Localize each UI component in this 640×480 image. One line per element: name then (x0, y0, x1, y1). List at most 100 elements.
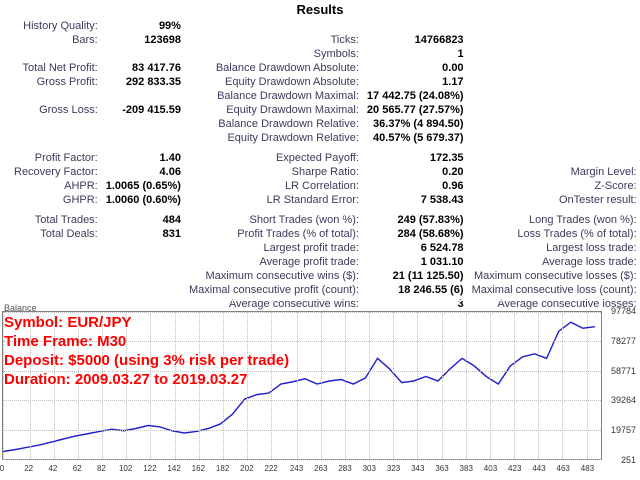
chart-x-tick-label: 162 (192, 464, 205, 473)
metric-value: 17 442.75 (24.08%) (363, 89, 468, 103)
table-row: Symbols: 1 (10, 47, 640, 61)
metric-label: Total Deals: (10, 227, 102, 241)
chart-gridline-vertical (587, 312, 588, 459)
metric-value: 14766823 (363, 33, 468, 47)
metric-value: 0.00 (363, 61, 468, 75)
metric-label (10, 255, 102, 269)
metric-label (468, 103, 640, 117)
chart-x-tick-label: 222 (264, 464, 277, 473)
metric-label: Gross Profit: (10, 75, 102, 89)
metric-label: Maximal consecutive loss (count): (468, 283, 640, 297)
table-row: AHPR: 1.0065 (0.65%) LR Correlation: 0.96 Z-… (10, 179, 640, 193)
metric-value: 1 031.10 (363, 255, 468, 269)
chart-y-tick-label: 97784 (611, 306, 636, 316)
metric-label (468, 75, 640, 89)
table-row: Average profit trade: 1 031.10 Average los… (10, 255, 640, 269)
chart-gridline-vertical (321, 312, 322, 459)
metric-label (10, 47, 102, 61)
table-row: Largest profit trade: 6 524.78 Largest los… (10, 241, 640, 255)
chart-x-axis: 0 22 42 62 82 102 122 142 162 182 202 222 243 263 283 3… (2, 464, 602, 478)
chart-x-tick-label: 383 (460, 464, 473, 473)
table-row: Bars: 123698 Ticks: 14766823 (10, 33, 640, 47)
table-row: Total Deals: 831 Profit Trades (% of total… (10, 227, 640, 241)
chart-gridline-horizontal (3, 430, 601, 431)
chart-series-label: Balance (4, 303, 37, 313)
chart-y-tick-label: 78277 (611, 336, 636, 346)
metric-label: OnTester result: (468, 193, 640, 207)
metric-value (102, 131, 185, 145)
chart-gridline-vertical (393, 312, 394, 459)
metric-label: Maximum consecutive wins ($): (185, 269, 363, 283)
chart-x-tick-label: 202 (240, 464, 253, 473)
chart-x-tick-label: 42 (48, 464, 57, 473)
results-title: Results (10, 2, 630, 17)
metric-value: 83 417.76 (102, 61, 185, 75)
table-row: Balance Drawdown Maximal: 17 442.75 (24.0… (10, 89, 640, 103)
metric-label (10, 241, 102, 255)
chart-y-tick-label: 39264 (611, 395, 636, 405)
chart-x-tick-label: 182 (216, 464, 229, 473)
metric-label: Bars: (10, 33, 102, 47)
chart-x-tick-label: 323 (387, 464, 400, 473)
metric-label: Largest loss trade: (468, 241, 640, 255)
metric-value: 284 (58.68%) (363, 227, 468, 241)
chart-x-tick-label: 82 (97, 464, 106, 473)
metric-label: Recovery Factor: (10, 165, 102, 179)
metric-value (102, 117, 185, 131)
chart-x-tick-label: 243 (290, 464, 303, 473)
chart-y-tick-label: 251 (621, 455, 636, 465)
table-row: Profit Factor: 1.40 Expected Payoff: 172.35 (10, 151, 640, 165)
metric-label: Symbols: (185, 47, 363, 61)
chart-gridline-vertical (369, 312, 370, 459)
chart-x-tick-label: 283 (338, 464, 351, 473)
metric-label: AHPR: (10, 179, 102, 193)
chart-x-tick-label: 443 (532, 464, 545, 473)
metric-label: History Quality: (10, 19, 102, 33)
metric-label (468, 19, 640, 33)
metric-label (468, 61, 640, 75)
chart-gridline-vertical (538, 312, 539, 459)
chart-y-axis: 251 19757 39264 58771 78277 97784 (602, 311, 638, 460)
chart-gridline-horizontal (3, 400, 601, 401)
metric-value: 40.57% (5 679.37) (363, 131, 468, 145)
metric-value: 18 246.55 (6) (363, 283, 468, 297)
metric-label: Equity Drawdown Absolute: (185, 75, 363, 89)
metric-label (468, 33, 640, 47)
chart-y-tick-label: 58771 (611, 366, 636, 376)
chart-x-tick-label: 62 (73, 464, 82, 473)
metric-value: 1.0060 (0.60%) (102, 193, 185, 207)
metric-value: 831 (102, 227, 185, 241)
chart-gridline-vertical (345, 312, 346, 459)
table-row: GHPR: 1.0060 (0.60%) LR Standard Error: 7 5… (10, 193, 640, 207)
metric-label: Loss Trades (% of total): (468, 227, 640, 241)
metric-label: Equity Drawdown Relative: (185, 131, 363, 145)
metric-value: 7 538.43 (363, 193, 468, 207)
metric-label: Balance Drawdown Relative: (185, 117, 363, 131)
metric-value: 21 (11 125.50) (363, 269, 468, 283)
table-row: Maximal consecutive profit (count): 18 24… (10, 283, 640, 297)
chart-gridline-vertical (442, 312, 443, 459)
chart-x-tick-label: 0 (0, 464, 4, 473)
metric-label: Margin Level: (468, 165, 640, 179)
metric-value (102, 255, 185, 269)
table-row: Maximum consecutive wins ($): 21 (11 125.… (10, 269, 640, 283)
metric-label: Balance Drawdown Maximal: (185, 89, 363, 103)
metric-value (102, 269, 185, 283)
metric-label (10, 131, 102, 145)
metric-label: Profit Trades (% of total): (185, 227, 363, 241)
chart-x-tick-label: 403 (484, 464, 497, 473)
table-row: Gross Loss: -209 415.59 Equity Drawdown Ma… (10, 103, 640, 117)
metric-label (10, 283, 102, 297)
metric-label: Maximum consecutive losses ($): (468, 269, 640, 283)
metric-label (468, 89, 640, 103)
metric-value: 0.96 (363, 179, 468, 193)
metric-label: LR Standard Error: (185, 193, 363, 207)
metric-label (468, 151, 640, 165)
metric-value: 1.17 (363, 75, 468, 89)
metric-label (10, 269, 102, 283)
metric-value: 4.06 (102, 165, 185, 179)
metric-label: Short Trades (won %): (185, 213, 363, 227)
metric-value: 249 (57.83%) (363, 213, 468, 227)
metric-label (468, 47, 640, 61)
metric-value: 20 565.77 (27.57%) (363, 103, 468, 117)
